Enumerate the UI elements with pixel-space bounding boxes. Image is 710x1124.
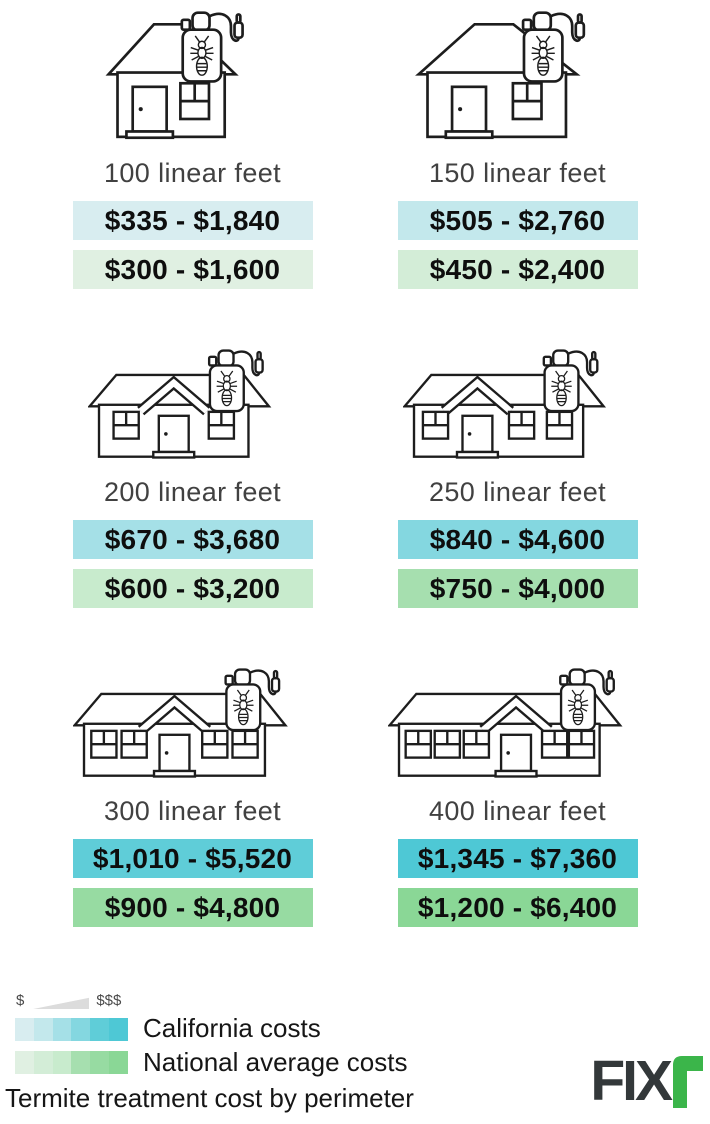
house-icon-medium — [88, 345, 296, 463]
linear-feet-label: 400 linear feet — [428, 796, 607, 826]
fixr-logo-r-icon — [673, 1056, 703, 1108]
house-icon-large — [387, 664, 648, 782]
national-cost-bar: $1,200 - $6,400 — [397, 888, 638, 927]
linear-feet-label: 200 linear feet — [103, 477, 282, 507]
california-gradient-bar — [15, 1017, 128, 1041]
house-icon-small — [414, 10, 620, 144]
linear-feet-label: 300 linear feet — [103, 796, 282, 826]
california-cost-bar: $335 - $1,840 — [72, 201, 313, 240]
cost-card-250-linear-feet: 250 linear feet $840 - $4,600 $750 - $4,… — [355, 345, 680, 608]
cost-card-grid: 100 linear feet $335 - $1,840 $300 - $1,… — [30, 10, 680, 927]
cost-card-100-linear-feet: 100 linear feet $335 - $1,840 $300 - $1,… — [30, 10, 355, 289]
termite-icon — [567, 689, 588, 726]
national-cost-bar: $450 - $2,400 — [397, 250, 638, 289]
cost-card-400-linear-feet: 400 linear feet $1,345 - $7,360 $1,200 -… — [355, 664, 680, 927]
termite-sprayer-icon — [558, 668, 615, 732]
california-cost-bar: $840 - $4,600 — [397, 520, 638, 559]
footer: $ $$$ California costs National average … — [0, 992, 710, 1114]
house-icon-large — [72, 664, 313, 782]
linear-feet-label: 150 linear feet — [428, 158, 607, 188]
national-cost-bar: $900 - $4,800 — [72, 888, 313, 927]
price-scale-wedge-icon — [31, 997, 90, 1010]
price-scale-row: $ $$$ — [15, 992, 414, 1010]
california-cost-bar: $1,345 - $7,360 — [397, 839, 638, 878]
national-legend-label: National average costs — [143, 1046, 408, 1077]
california-legend-label: California costs — [143, 1013, 321, 1044]
fixr-logo: FIX — [590, 1049, 704, 1113]
house-icon-medium — [403, 345, 631, 463]
legend-row-california: California costs — [15, 1015, 414, 1042]
termite-sprayer-icon — [208, 349, 265, 413]
termite-icon — [531, 35, 555, 76]
linear-feet-label: 250 linear feet — [428, 477, 607, 507]
termite-icon — [216, 370, 238, 407]
fixr-logo-text: FIX — [590, 1049, 673, 1113]
termite-sprayer-icon — [521, 11, 585, 83]
termite-sprayer-icon — [543, 349, 599, 413]
legend: $ $$$ California costs National average … — [0, 992, 414, 1114]
low-price-symbol: $ — [16, 992, 25, 1010]
california-cost-bar: $670 - $3,680 — [72, 520, 313, 559]
termite-icon — [551, 370, 573, 407]
national-cost-bar: $750 - $4,000 — [397, 569, 638, 608]
legend-row-national: National average costs — [15, 1046, 414, 1077]
house-icon-small — [105, 10, 279, 144]
national-cost-bar: $600 - $3,200 — [72, 569, 313, 608]
california-cost-bar: $505 - $2,760 — [397, 201, 638, 240]
national-cost-bar: $300 - $1,600 — [72, 250, 313, 289]
linear-feet-label: 100 linear feet — [103, 158, 282, 188]
california-cost-bar: $1,010 - $5,520 — [72, 839, 313, 878]
national-gradient-bar — [15, 1050, 128, 1074]
termite-sprayer-icon — [223, 668, 280, 732]
cost-card-150-linear-feet: 150 linear feet $505 - $2,760 $450 - $2,… — [355, 10, 680, 289]
termite-icon — [232, 689, 254, 726]
cost-card-200-linear-feet: 200 linear feet $670 - $3,680 $600 - $3,… — [30, 345, 355, 608]
chart-title: Termite treatment cost by perimeter — [5, 1083, 414, 1113]
termite-sprayer-icon — [180, 11, 245, 83]
high-price-symbol: $$$ — [96, 992, 122, 1010]
termite-icon — [190, 35, 214, 76]
cost-card-300-linear-feet: 300 linear feet $1,010 - $5,520 $900 - $… — [30, 664, 355, 927]
